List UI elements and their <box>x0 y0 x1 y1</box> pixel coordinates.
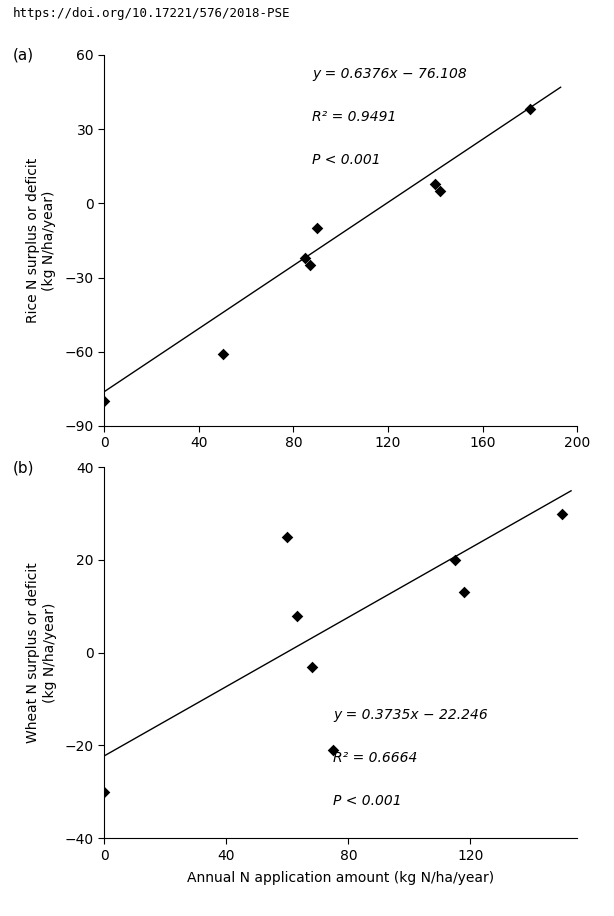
Point <box>282 529 292 544</box>
Text: (b): (b) <box>12 461 34 475</box>
Point <box>99 394 109 409</box>
Point <box>307 660 317 674</box>
Text: R² = 0.6664: R² = 0.6664 <box>333 751 418 765</box>
X-axis label: Annual N application amount (kg N/ha/year): Annual N application amount (kg N/ha/yea… <box>187 871 494 885</box>
Point <box>328 743 338 758</box>
Point <box>292 608 301 623</box>
Y-axis label: Rice N surplus or deficit
(kg N/ha/year): Rice N surplus or deficit (kg N/ha/year) <box>26 158 56 323</box>
Point <box>300 250 310 265</box>
Point <box>305 258 315 273</box>
Point <box>525 102 535 116</box>
Point <box>430 176 440 191</box>
Point <box>218 347 228 362</box>
Text: R² = 0.9491: R² = 0.9491 <box>313 110 397 124</box>
Text: https://doi.org/10.17221/576/2018-PSE: https://doi.org/10.17221/576/2018-PSE <box>12 7 290 20</box>
Text: P < 0.001: P < 0.001 <box>333 793 402 808</box>
Text: y = 0.6376x − 76.108: y = 0.6376x − 76.108 <box>313 67 467 82</box>
Point <box>459 585 469 600</box>
Y-axis label: Wheat N surplus or deficit
(kg N/ha/year): Wheat N surplus or deficit (kg N/ha/year… <box>26 562 56 743</box>
Text: (a): (a) <box>12 48 33 62</box>
Point <box>99 784 109 799</box>
Text: P < 0.001: P < 0.001 <box>313 153 381 167</box>
Point <box>557 507 567 521</box>
Point <box>435 183 445 198</box>
Point <box>313 221 322 235</box>
Point <box>450 552 460 567</box>
Text: y = 0.3735x − 22.246: y = 0.3735x − 22.246 <box>333 708 488 723</box>
